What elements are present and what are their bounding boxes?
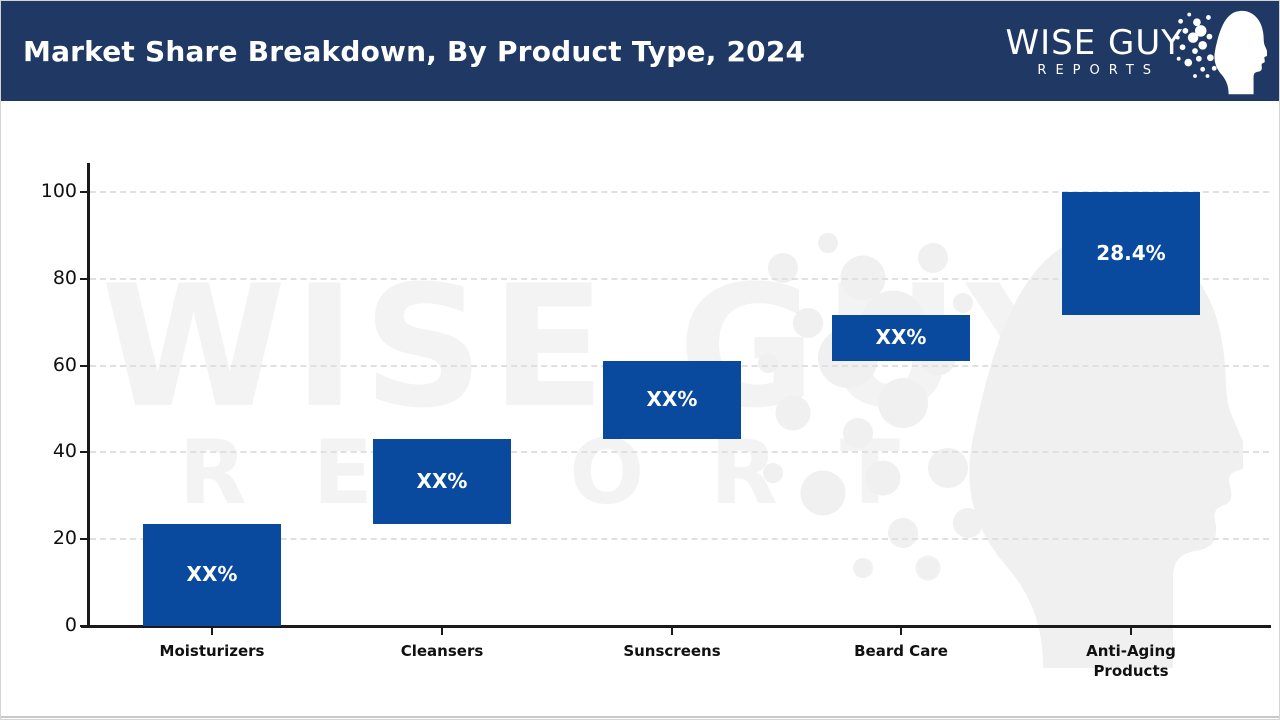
bar	[832, 315, 970, 362]
brand-subname: REPORTS	[1037, 63, 1161, 79]
x-tick-mark	[211, 628, 213, 635]
bar	[1062, 192, 1200, 316]
y-tick-label: 100	[40, 180, 77, 202]
y-tick-mark	[80, 364, 88, 367]
y-axis-line	[87, 163, 90, 627]
gridline	[90, 538, 1269, 541]
brand-logo-text: WISE GUY REPORTS	[1005, 22, 1183, 79]
y-tick-mark	[80, 277, 88, 280]
y-tick-mark	[80, 538, 88, 541]
x-axis-line	[81, 625, 1271, 628]
gridline	[90, 277, 1269, 280]
x-category-label: Anti-Aging Products	[1086, 642, 1176, 681]
brand-logo: WISE GUY REPORTS	[1005, 7, 1267, 97]
x-category-label: Moisturizers	[159, 642, 265, 660]
x-category-label: Cleansers	[400, 642, 484, 660]
y-tick-mark	[80, 191, 88, 193]
header-bar: Market Share Breakdown, By Product Type,…	[1, 1, 1279, 101]
y-tick-mark	[80, 451, 88, 454]
bar	[373, 439, 511, 525]
bar-value-label: XX%	[186, 562, 238, 587]
y-tick-label: 20	[52, 527, 77, 550]
gridline	[90, 191, 1269, 193]
bar-value-label: XX%	[646, 387, 698, 412]
brand-name: WISE GUY	[1005, 22, 1183, 63]
y-tick-label: 60	[52, 353, 77, 376]
x-tick-mark	[900, 628, 902, 635]
gridline	[90, 451, 1269, 454]
x-tick-mark	[671, 628, 673, 635]
page-title: Market Share Breakdown, By Product Type,…	[23, 34, 806, 68]
x-tick-mark	[441, 628, 443, 635]
bar-value-label: 28.4%	[1096, 240, 1166, 265]
wise-guy-face-icon	[1175, 10, 1267, 95]
bottom-divider	[1, 716, 1279, 718]
bar	[143, 524, 281, 626]
bar-value-label: XX%	[416, 468, 468, 493]
y-tick-label: 40	[52, 440, 77, 463]
x-category-label: Beard Care	[854, 642, 948, 660]
x-category-label: Sunscreens	[623, 642, 721, 660]
bar-value-label: XX%	[875, 325, 927, 350]
x-tick-mark	[1130, 628, 1132, 635]
y-tick-mark	[80, 625, 88, 627]
y-tick-label: 80	[52, 266, 77, 289]
bar	[603, 361, 741, 440]
y-tick-label: 0	[64, 614, 77, 636]
